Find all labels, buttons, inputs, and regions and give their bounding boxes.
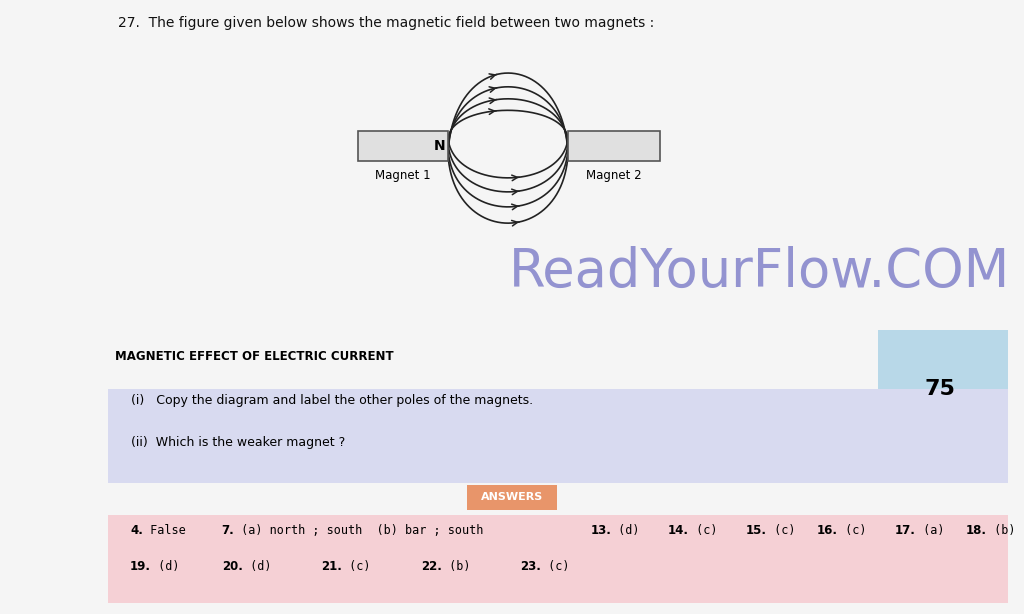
Text: 16.: 16.: [817, 524, 838, 537]
Bar: [568, 131, 660, 161]
Text: (b): (b): [987, 524, 1015, 537]
Text: (c): (c): [541, 560, 569, 573]
Text: (i)   Copy the diagram and label the other poles of the magnets.: (i) Copy the diagram and label the other…: [115, 394, 534, 406]
Text: 75: 75: [925, 379, 955, 400]
Text: (ii)  Which is the weaker magnet ?: (ii) Which is the weaker magnet ?: [115, 437, 345, 449]
Text: 18.: 18.: [966, 524, 987, 537]
Text: Magnet 1: Magnet 1: [375, 169, 431, 182]
Text: (d): (d): [151, 560, 222, 573]
Text: (b): (b): [441, 560, 520, 573]
Text: 7.: 7.: [221, 524, 234, 537]
Text: Magnet 2: Magnet 2: [586, 169, 642, 182]
Text: 20.: 20.: [222, 560, 243, 573]
Text: (a): (a): [915, 524, 966, 537]
Text: 23.: 23.: [520, 560, 541, 573]
Text: (a) north ; south  (b) bar ; south: (a) north ; south (b) bar ; south: [234, 524, 590, 537]
Text: (c): (c): [838, 524, 895, 537]
Text: (d): (d): [611, 524, 668, 537]
Bar: [467, 484, 557, 510]
Text: 14.: 14.: [668, 524, 689, 537]
Text: 4.: 4.: [130, 524, 143, 537]
Text: 15.: 15.: [746, 524, 767, 537]
Text: (c): (c): [689, 524, 746, 537]
Text: 27.  The figure given below shows the magnetic field between two magnets :: 27. The figure given below shows the mag…: [118, 16, 654, 30]
Text: ReadYourFlow.COM: ReadYourFlow.COM: [509, 246, 1010, 298]
Text: 22.: 22.: [421, 560, 441, 573]
Text: 21.: 21.: [322, 560, 342, 573]
Bar: [108, 389, 1008, 483]
Text: (d): (d): [243, 560, 322, 573]
Text: 17.: 17.: [895, 524, 915, 537]
Text: ANSWERS: ANSWERS: [481, 492, 543, 502]
Text: (c): (c): [342, 560, 421, 573]
Bar: [358, 131, 449, 161]
Text: 13.: 13.: [590, 524, 611, 537]
Text: (c): (c): [767, 524, 817, 537]
Text: 19.: 19.: [130, 560, 151, 573]
Text: MAGNETIC EFFECT OF ELECTRIC CURRENT: MAGNETIC EFFECT OF ELECTRIC CURRENT: [115, 349, 393, 363]
Text: False: False: [143, 524, 221, 537]
Bar: [108, 515, 1008, 602]
Text: N: N: [434, 139, 445, 153]
Bar: [878, 330, 1008, 438]
